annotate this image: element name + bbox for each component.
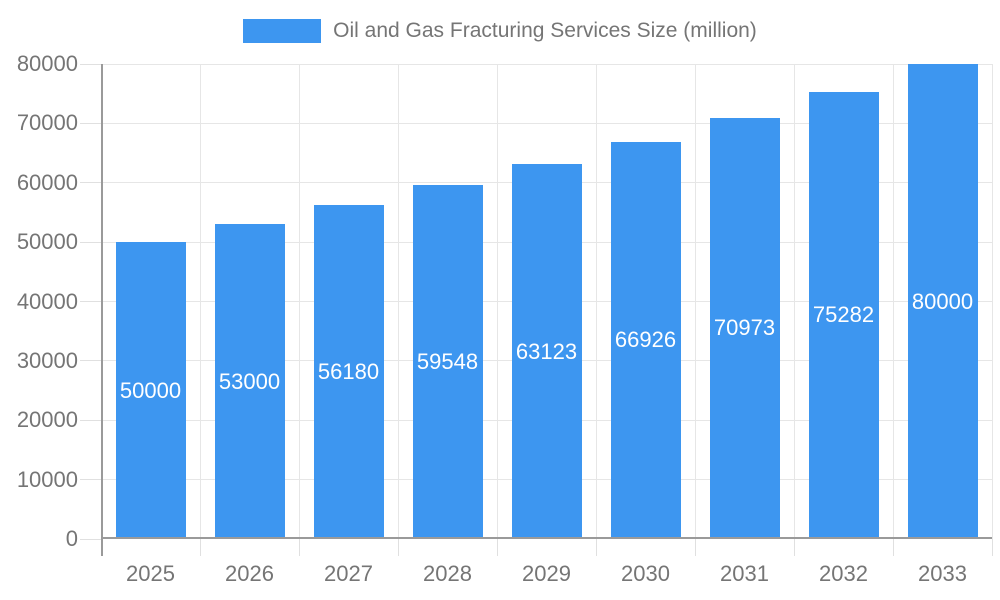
bar-value-label: 75282 xyxy=(812,302,875,328)
x-tick-mark xyxy=(199,539,201,556)
bar-value-label: 53000 xyxy=(218,368,281,394)
y-axis-label: 80000 xyxy=(16,51,78,76)
gridline-vertical xyxy=(694,64,696,539)
x-axis-label: 2028 xyxy=(423,561,472,586)
gridline-vertical xyxy=(496,64,498,539)
y-axis-label: 40000 xyxy=(16,288,78,314)
bar-value-label: 56180 xyxy=(317,359,380,385)
x-tick-mark xyxy=(298,539,300,556)
bar-2028[interactable]: 59548 xyxy=(412,185,483,539)
legend-swatch xyxy=(243,19,322,43)
y-tick-mark xyxy=(80,419,101,421)
gridline-horizontal xyxy=(101,63,992,65)
y-axis-line xyxy=(101,64,103,556)
legend-label: Oil and Gas Fracturing Services Size (mi… xyxy=(333,19,757,42)
x-tick-mark xyxy=(397,539,399,556)
x-tick-mark xyxy=(991,539,993,556)
x-tick-mark xyxy=(793,539,795,556)
y-tick-mark xyxy=(80,182,101,184)
bar-value-label: 80000 xyxy=(911,288,974,314)
y-tick-mark xyxy=(80,538,101,540)
x-tick-mark xyxy=(595,539,597,556)
bar-2025[interactable]: 50000 xyxy=(115,242,186,539)
y-axis-label: 60000 xyxy=(16,169,78,195)
y-tick-mark xyxy=(80,479,101,481)
gridline-vertical xyxy=(595,64,597,539)
bar-value-label: 63123 xyxy=(515,338,578,364)
x-axis-label: 2025 xyxy=(126,561,175,586)
bar-2031[interactable]: 70973 xyxy=(709,117,780,539)
y-axis-label: 10000 xyxy=(16,466,78,492)
bar-value-label: 66926 xyxy=(614,327,677,353)
x-axis-label: 2033 xyxy=(918,561,967,586)
gridline-vertical xyxy=(991,64,993,539)
y-tick-mark xyxy=(80,63,101,65)
bar-value-label: 50000 xyxy=(119,377,182,403)
x-axis-line xyxy=(101,537,992,539)
y-tick-mark xyxy=(80,360,101,362)
bar-2033[interactable]: 80000 xyxy=(907,64,978,539)
x-tick-mark xyxy=(694,539,696,556)
y-tick-mark xyxy=(80,122,101,124)
x-axis-label: 2029 xyxy=(522,561,571,586)
bar-value-label: 70973 xyxy=(713,315,776,341)
x-tick-mark xyxy=(496,539,498,556)
x-axis-label: 2026 xyxy=(225,561,274,586)
y-axis-label: 0 xyxy=(65,526,78,551)
gridline-vertical xyxy=(397,64,399,539)
y-axis-label: 30000 xyxy=(16,347,78,373)
x-axis-label: 2032 xyxy=(819,561,868,586)
y-axis-label: 50000 xyxy=(16,229,78,255)
x-axis-label: 2027 xyxy=(324,561,373,586)
y-tick-mark xyxy=(80,241,101,243)
bar-2032[interactable]: 75282 xyxy=(808,92,879,539)
gridline-horizontal xyxy=(101,122,992,124)
x-tick-mark xyxy=(892,539,894,556)
gridline-vertical xyxy=(793,64,795,539)
bar-2030[interactable]: 66926 xyxy=(610,141,681,539)
gridline-vertical xyxy=(892,64,894,539)
x-axis-label: 2031 xyxy=(720,561,769,586)
legend-item[interactable]: Oil and Gas Fracturing Services Size (mi… xyxy=(0,19,1000,43)
y-axis-label: 20000 xyxy=(16,407,78,433)
gridline-vertical xyxy=(199,64,201,539)
y-axis-label: 70000 xyxy=(16,110,78,136)
x-axis-label: 2030 xyxy=(621,561,670,586)
plot-area: 50000 53000 56180 59548 63123 66926 70973 75282… xyxy=(80,63,993,556)
bar-2026[interactable]: 53000 xyxy=(214,224,285,539)
bar-2029[interactable]: 63123 xyxy=(511,164,582,539)
bar-value-label: 59548 xyxy=(416,349,479,375)
bar-2027[interactable]: 56180 xyxy=(313,205,384,539)
gridline-vertical xyxy=(298,64,300,539)
y-tick-mark xyxy=(80,301,101,302)
